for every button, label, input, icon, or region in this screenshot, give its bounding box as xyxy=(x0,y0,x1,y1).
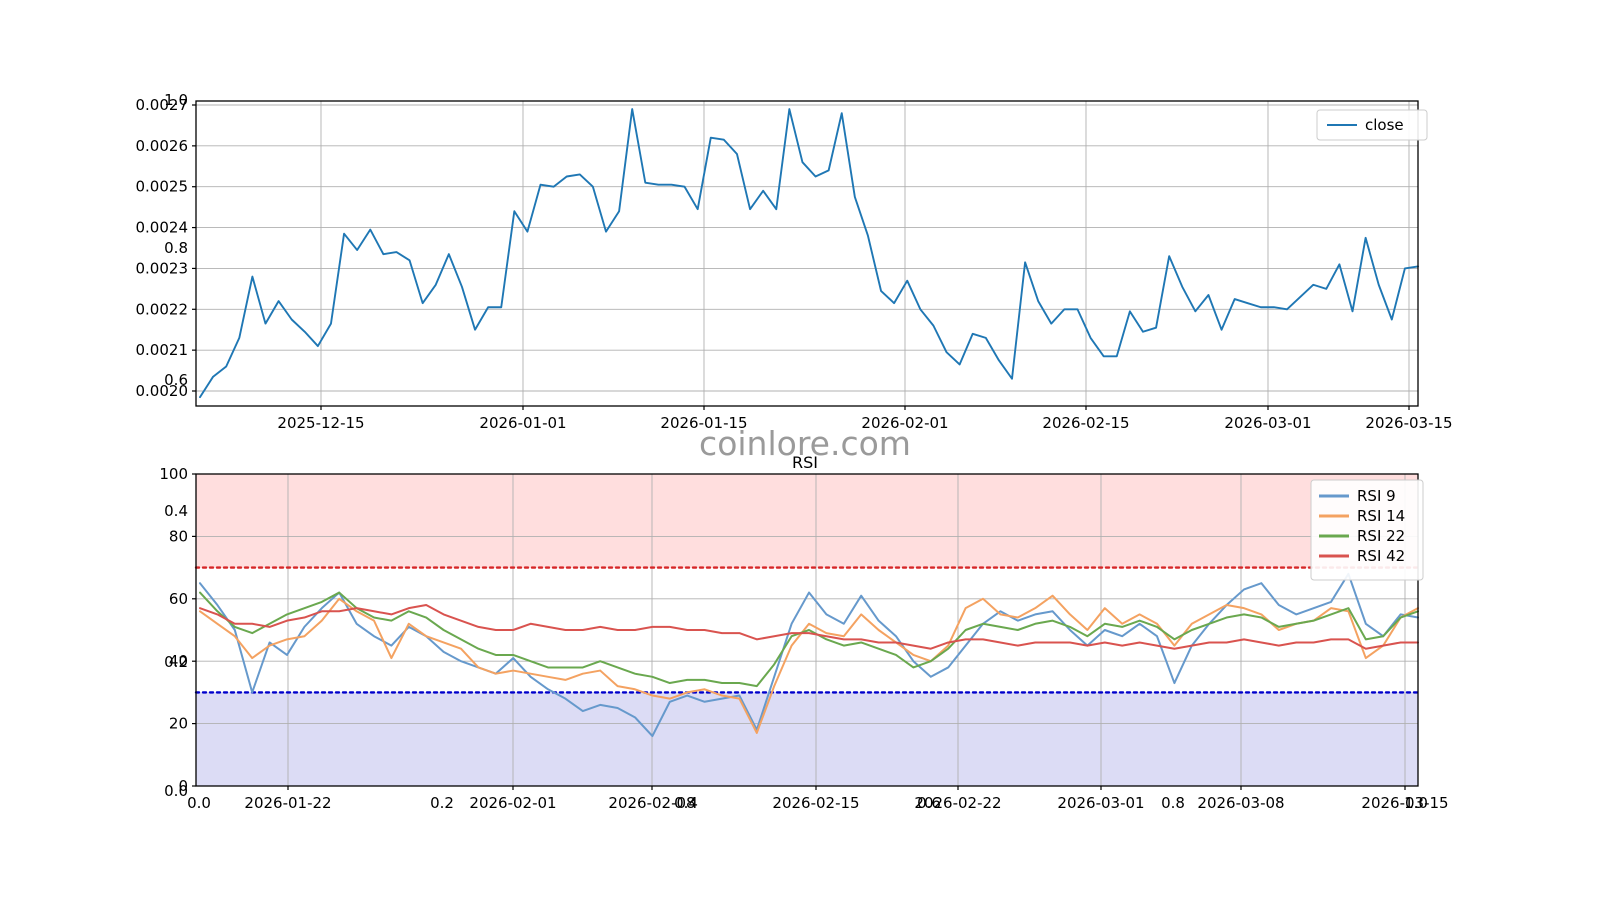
price-x-tick-label: 2026-03-01 xyxy=(1224,414,1311,432)
rsi-line-rsi-42 xyxy=(199,604,1419,650)
rsi-overbought-band xyxy=(196,474,1418,568)
rsi-x-tick-label-secondary: 0.6 xyxy=(917,794,941,812)
rsi-y-tick-label-secondary: 0.4 xyxy=(164,502,188,520)
rsi-x-tick-label: 2026-02-15 xyxy=(772,794,859,812)
price-y-tick-labels-secondary: 0.6 0.8 1.0 xyxy=(164,91,188,389)
rsi-y-tick-label: 40 xyxy=(169,652,188,670)
rsi-x-tick-label: 2026-03-08 xyxy=(1197,794,1284,812)
rsi-x-tick-label-secondary: 0.4 xyxy=(674,794,698,812)
rsi-x-tick-label: 2026-01-22 xyxy=(244,794,331,812)
rsi-x-tick-labels: 2026-01-22 2026-02-01 2026-02-08 2026-02-15… xyxy=(244,794,1448,812)
price-axes-frame xyxy=(195,100,1419,407)
price-x-tick-label: 2026-01-15 xyxy=(660,414,747,432)
rsi-x-tick-label: 2026-03-01 xyxy=(1057,794,1144,812)
price-line-close xyxy=(199,108,1419,399)
price-y-tick-label: 0.0020 xyxy=(136,382,189,400)
rsi-x-tick-label-secondary: 0.0 xyxy=(187,794,211,812)
rsi-x-tick-label-secondary: 1.0 xyxy=(1404,794,1428,812)
price-x-tick-label: 2026-01-01 xyxy=(479,414,566,432)
rsi-x-tick-labels-secondary: 0.0 0.2 0.4 0.6 0.8 1.0 xyxy=(187,794,1428,812)
rsi-x-tick-label: 2026-02-01 xyxy=(469,794,556,812)
price-x-tick-labels: 2025-12-15 2026-01-01 2026-01-15 2026-02-01… xyxy=(277,414,1452,432)
price-y-tick-label: 0.0021 xyxy=(136,341,189,359)
price-y-tick-label-secondary: 0.6 xyxy=(164,371,188,389)
price-series-group xyxy=(199,108,1419,399)
price-y-tick-label-secondary: 1.0 xyxy=(164,91,188,109)
price-x-tick-label: 2026-03-15 xyxy=(1365,414,1452,432)
rsi-panel: 0 20 40 60 80 100 0.0 0.2 0.4 2026-01-22 2026-02… xyxy=(159,453,1448,812)
price-y-tick-label: 0.0025 xyxy=(136,178,189,196)
price-x-tick-label: 2026-02-01 xyxy=(861,414,948,432)
rsi-line-rsi-14 xyxy=(199,594,1419,734)
price-y-tick-label-secondary: 0.8 xyxy=(164,239,188,257)
rsi-series-group xyxy=(199,572,1419,738)
rsi-y-tick-label: 20 xyxy=(169,715,188,733)
rsi-y-tick-label: 80 xyxy=(169,527,188,545)
price-x-tick-label: 2026-02-15 xyxy=(1042,414,1129,432)
rsi-axes-frame xyxy=(195,473,1419,787)
rsi-x-tick-label-secondary: 0.8 xyxy=(1161,794,1185,812)
price-y-tick-label: 0.0024 xyxy=(136,219,189,237)
rsi-y-tick-labels: 0 20 40 60 80 100 xyxy=(159,465,188,795)
rsi-y-tick-label-secondary: 0.0 xyxy=(164,782,188,800)
price-tickmarks xyxy=(192,104,1410,410)
price-y-tick-label: 0.0023 xyxy=(136,259,189,277)
price-panel: 0.0020 0.0021 0.0022 0.0023 0.0024 0.0025 0.00… xyxy=(136,91,1453,432)
rsi-tickmarks xyxy=(192,473,1406,790)
rsi-line-rsi-22 xyxy=(199,591,1419,688)
rsi-legend-label-rsi-14: RSI 14 xyxy=(1357,507,1405,525)
rsi-oversold-band xyxy=(196,692,1418,786)
price-legend[interactable]: close xyxy=(1316,109,1428,141)
price-y-tick-labels: 0.0020 0.0021 0.0022 0.0023 0.0024 0.0025 0.00… xyxy=(136,96,189,400)
price-plot-background xyxy=(196,101,1418,406)
rsi-y-tick-labels-secondary: 0.0 0.2 0.4 xyxy=(164,502,188,800)
price-y-tick-label: 0.0022 xyxy=(136,300,189,318)
rsi-legend-label-rsi-42: RSI 42 xyxy=(1357,547,1405,565)
price-legend-box xyxy=(1316,109,1428,141)
rsi-panel-title: RSI xyxy=(792,453,818,472)
rsi-x-tick-label: 2026-02-08 xyxy=(608,794,695,812)
rsi-legend-label-rsi-22: RSI 22 xyxy=(1357,527,1405,545)
price-gridlines xyxy=(196,101,1418,406)
rsi-x-tick-label: 2026-03-15 xyxy=(1361,794,1448,812)
rsi-legend[interactable]: RSI 9 RSI 14 RSI 22 RSI 42 xyxy=(1310,479,1424,581)
price-x-tick-label: 2025-12-15 xyxy=(277,414,364,432)
rsi-x-tick-label-secondary: 0.2 xyxy=(430,794,454,812)
rsi-x-tick-label: 2026-02-22 xyxy=(914,794,1001,812)
rsi-legend-label-rsi-9: RSI 9 xyxy=(1357,487,1396,505)
rsi-y-tick-label: 100 xyxy=(159,465,188,483)
price-y-tick-label: 0.0026 xyxy=(136,137,189,155)
watermark: coinlore.com xyxy=(699,424,911,463)
rsi-y-tick-label: 0 xyxy=(178,777,188,795)
rsi-y-tick-label-secondary: 0.2 xyxy=(164,653,188,671)
price-legend-label-close: close xyxy=(1365,116,1404,134)
price-y-tick-label: 0.0027 xyxy=(136,96,189,114)
rsi-y-tick-label: 60 xyxy=(169,590,188,608)
